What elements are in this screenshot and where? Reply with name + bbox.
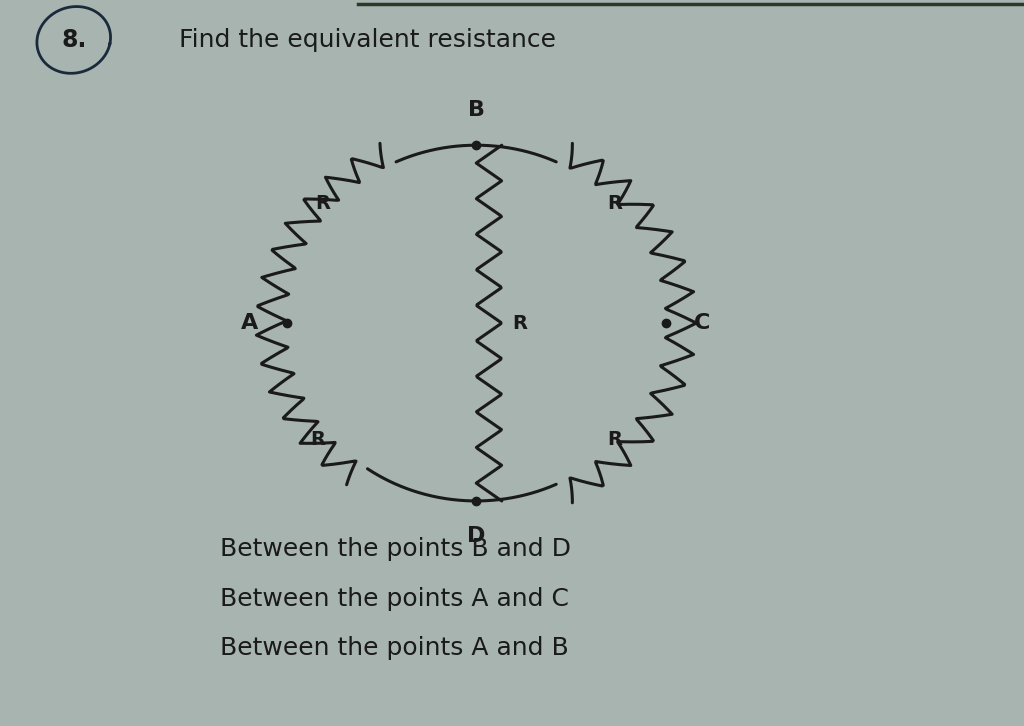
Text: Between the points A and C: Between the points A and C — [220, 587, 569, 611]
Text: Find the equivalent resistance: Find the equivalent resistance — [179, 28, 556, 52]
Text: R: R — [607, 194, 622, 213]
Text: B: B — [468, 99, 484, 120]
Text: C: C — [694, 313, 711, 333]
Text: R: R — [512, 314, 527, 333]
Text: D: D — [467, 526, 485, 547]
Text: R: R — [607, 430, 622, 449]
Text: Between the points A and B: Between the points A and B — [220, 636, 569, 660]
Text: R: R — [315, 194, 330, 213]
Text: 8.: 8. — [61, 28, 86, 52]
Text: A: A — [241, 313, 258, 333]
Text: Between the points B and D: Between the points B and D — [220, 537, 571, 561]
Text: R: R — [310, 430, 325, 449]
